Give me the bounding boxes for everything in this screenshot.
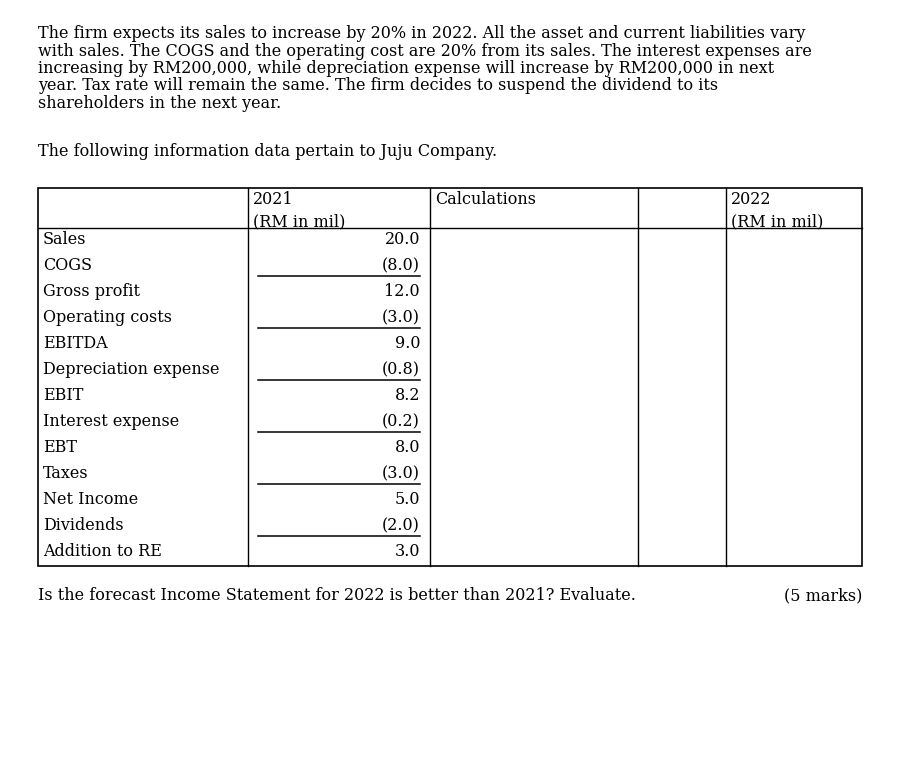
Text: shareholders in the next year.: shareholders in the next year. — [38, 95, 281, 112]
Text: with sales. The COGS and the operating cost are 20% from its sales. The interest: with sales. The COGS and the operating c… — [38, 43, 812, 60]
Text: EBITDA: EBITDA — [43, 335, 108, 352]
Text: The following information data pertain to Juju Company.: The following information data pertain t… — [38, 142, 497, 159]
Text: (3.0): (3.0) — [382, 309, 420, 326]
Bar — [38, 188, 862, 566]
Text: Gross profit: Gross profit — [43, 284, 140, 301]
Text: Depreciation expense: Depreciation expense — [43, 362, 220, 379]
Text: Sales: Sales — [43, 231, 86, 248]
Text: Interest expense: Interest expense — [43, 414, 179, 431]
Text: 3.0: 3.0 — [394, 543, 420, 560]
Text: 5.0: 5.0 — [394, 492, 420, 509]
Text: Operating costs: Operating costs — [43, 309, 172, 326]
Text: 9.0: 9.0 — [394, 335, 420, 352]
Text: EBT: EBT — [43, 440, 77, 457]
Text: (3.0): (3.0) — [382, 465, 420, 482]
Text: Net Income: Net Income — [43, 492, 139, 509]
Text: Calculations: Calculations — [435, 192, 536, 209]
Text: (8.0): (8.0) — [382, 257, 420, 274]
Text: 2021
(RM in mil): 2021 (RM in mil) — [253, 192, 346, 230]
Text: year. Tax rate will remain the same. The firm decides to suspend the dividend to: year. Tax rate will remain the same. The… — [38, 77, 718, 94]
Text: Addition to RE: Addition to RE — [43, 543, 162, 560]
Text: Taxes: Taxes — [43, 465, 88, 482]
Text: 20.0: 20.0 — [384, 231, 420, 248]
Text: The firm expects its sales to increase by 20% in 2022. All the asset and current: The firm expects its sales to increase b… — [38, 25, 805, 42]
Text: (0.2): (0.2) — [382, 414, 420, 431]
Text: 8.2: 8.2 — [394, 387, 420, 404]
Text: increasing by RM200,000, while depreciation expense will increase by RM200,000 i: increasing by RM200,000, while depreciat… — [38, 60, 774, 77]
Text: COGS: COGS — [43, 257, 92, 274]
Text: (0.8): (0.8) — [382, 362, 420, 379]
Text: (2.0): (2.0) — [382, 517, 420, 534]
Text: 8.0: 8.0 — [394, 440, 420, 457]
Text: (5 marks): (5 marks) — [784, 587, 862, 604]
Text: 12.0: 12.0 — [384, 284, 420, 301]
Text: EBIT: EBIT — [43, 387, 84, 404]
Text: 2022
(RM in mil): 2022 (RM in mil) — [731, 192, 824, 230]
Text: Is the forecast Income Statement for 2022 is better than 2021? Evaluate.: Is the forecast Income Statement for 202… — [38, 587, 636, 604]
Text: Dividends: Dividends — [43, 517, 123, 534]
